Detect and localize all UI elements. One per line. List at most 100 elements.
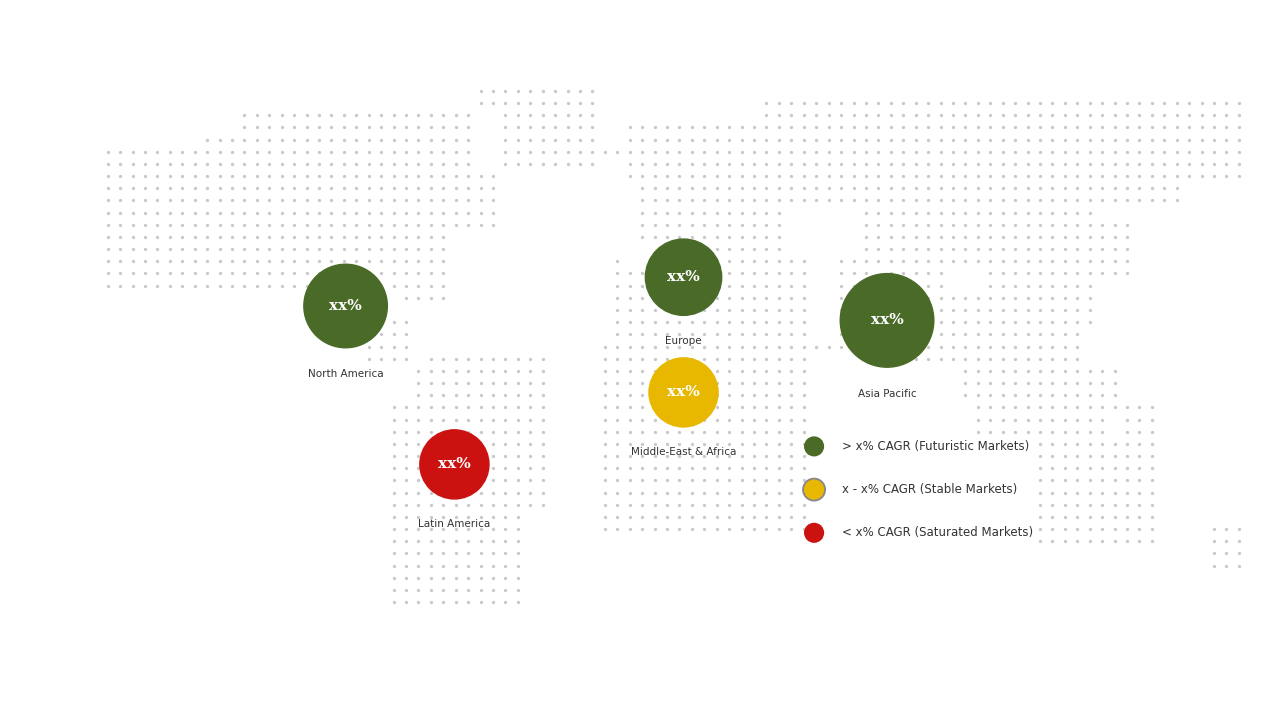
Point [769,231,790,243]
Point [371,256,392,267]
Point [532,158,553,170]
Point [184,231,205,243]
Point [620,316,640,328]
Point [470,390,490,401]
Point [358,194,379,206]
Point [1042,499,1062,510]
Point [334,194,355,206]
Point [445,426,466,438]
Point [707,499,727,510]
Point [445,134,466,145]
Point [508,584,529,595]
Point [595,511,616,523]
Point [520,426,540,438]
Point [184,207,205,218]
Point [980,414,1001,426]
Point [794,499,814,510]
Point [719,243,740,255]
Point [433,353,453,364]
Point [532,377,553,389]
Point [980,256,1001,267]
Point [844,280,864,292]
Point [868,146,888,158]
Point [495,536,516,547]
Point [707,487,727,498]
Point [1079,316,1100,328]
Point [806,146,827,158]
Point [1229,146,1249,158]
Point [844,97,864,109]
Point [905,316,925,328]
Point [694,122,714,133]
Point [893,316,914,328]
Point [1068,97,1088,109]
Point [271,231,292,243]
Point [1005,328,1025,340]
Point [893,231,914,243]
Point [1129,438,1149,449]
Point [632,194,653,206]
Point [632,365,653,377]
Point [1229,536,1249,547]
Point [942,341,963,352]
Point [831,268,851,279]
Point [644,353,664,364]
Point [147,256,168,267]
Point [470,499,490,510]
Point [682,365,703,377]
Point [421,231,442,243]
Point [856,292,877,304]
Point [532,146,553,158]
Point [346,231,366,243]
Point [1166,146,1187,158]
Point [123,243,143,255]
Point [1042,316,1062,328]
Point [495,134,516,145]
Point [221,146,242,158]
Point [620,438,640,449]
Point [284,171,305,182]
Point [259,231,279,243]
Point [97,171,118,182]
Point [1042,194,1062,206]
Point [1068,134,1088,145]
Point [856,280,877,292]
Point [595,499,616,510]
Point [210,158,230,170]
Point [918,316,938,328]
Point [371,183,392,194]
Point [1079,487,1100,498]
Point [781,390,801,401]
Point [1105,377,1125,389]
Point [383,280,403,292]
Point [769,511,790,523]
Point [942,328,963,340]
Point [520,474,540,486]
Point [495,511,516,523]
Point [719,207,740,218]
Point [383,219,403,230]
Point [644,207,664,218]
Point [445,596,466,608]
Point [1055,280,1075,292]
Point [445,536,466,547]
Point [620,390,640,401]
Point [557,85,577,96]
Point [433,134,453,145]
Point [508,353,529,364]
Point [134,280,155,292]
Point [421,219,442,230]
Point [657,365,677,377]
Point [110,194,131,206]
Point [1042,256,1062,267]
Point [607,402,627,413]
Point [259,158,279,170]
Point [470,207,490,218]
Point [1068,146,1088,158]
Point [1042,122,1062,133]
Point [794,426,814,438]
Point [682,171,703,182]
Point [1129,450,1149,462]
Point [1018,256,1038,267]
Point [1179,146,1199,158]
